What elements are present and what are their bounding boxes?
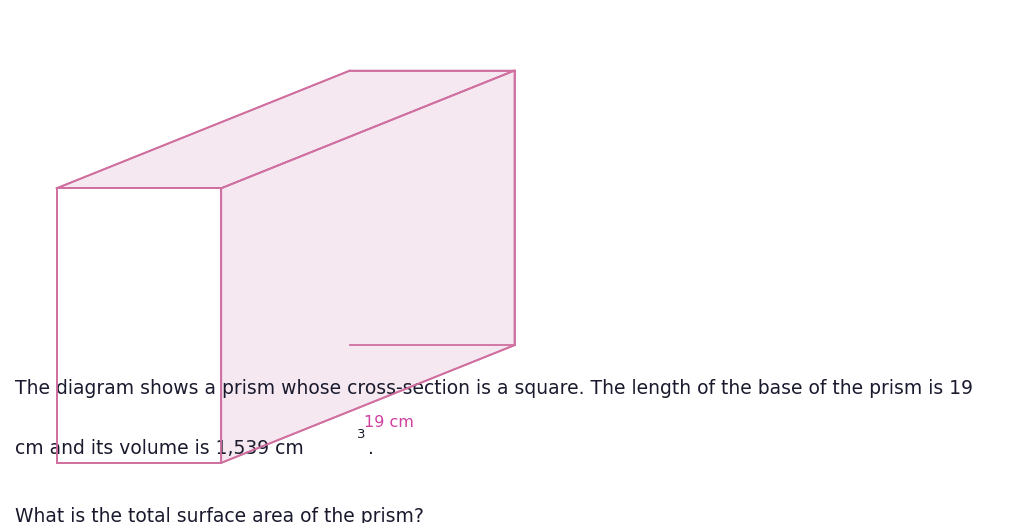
Polygon shape <box>57 71 514 188</box>
Text: 3: 3 <box>357 428 365 441</box>
Text: cm and its volume is 1,539 cm: cm and its volume is 1,539 cm <box>15 439 305 458</box>
Text: 19 cm: 19 cm <box>363 415 414 430</box>
Text: What is the total surface area of the prism?: What is the total surface area of the pr… <box>15 507 424 523</box>
Text: The diagram shows a prism whose cross-section is a square. The length of the bas: The diagram shows a prism whose cross-se… <box>15 379 973 398</box>
Text: .: . <box>368 439 375 458</box>
Polygon shape <box>221 71 514 463</box>
Polygon shape <box>57 188 221 463</box>
